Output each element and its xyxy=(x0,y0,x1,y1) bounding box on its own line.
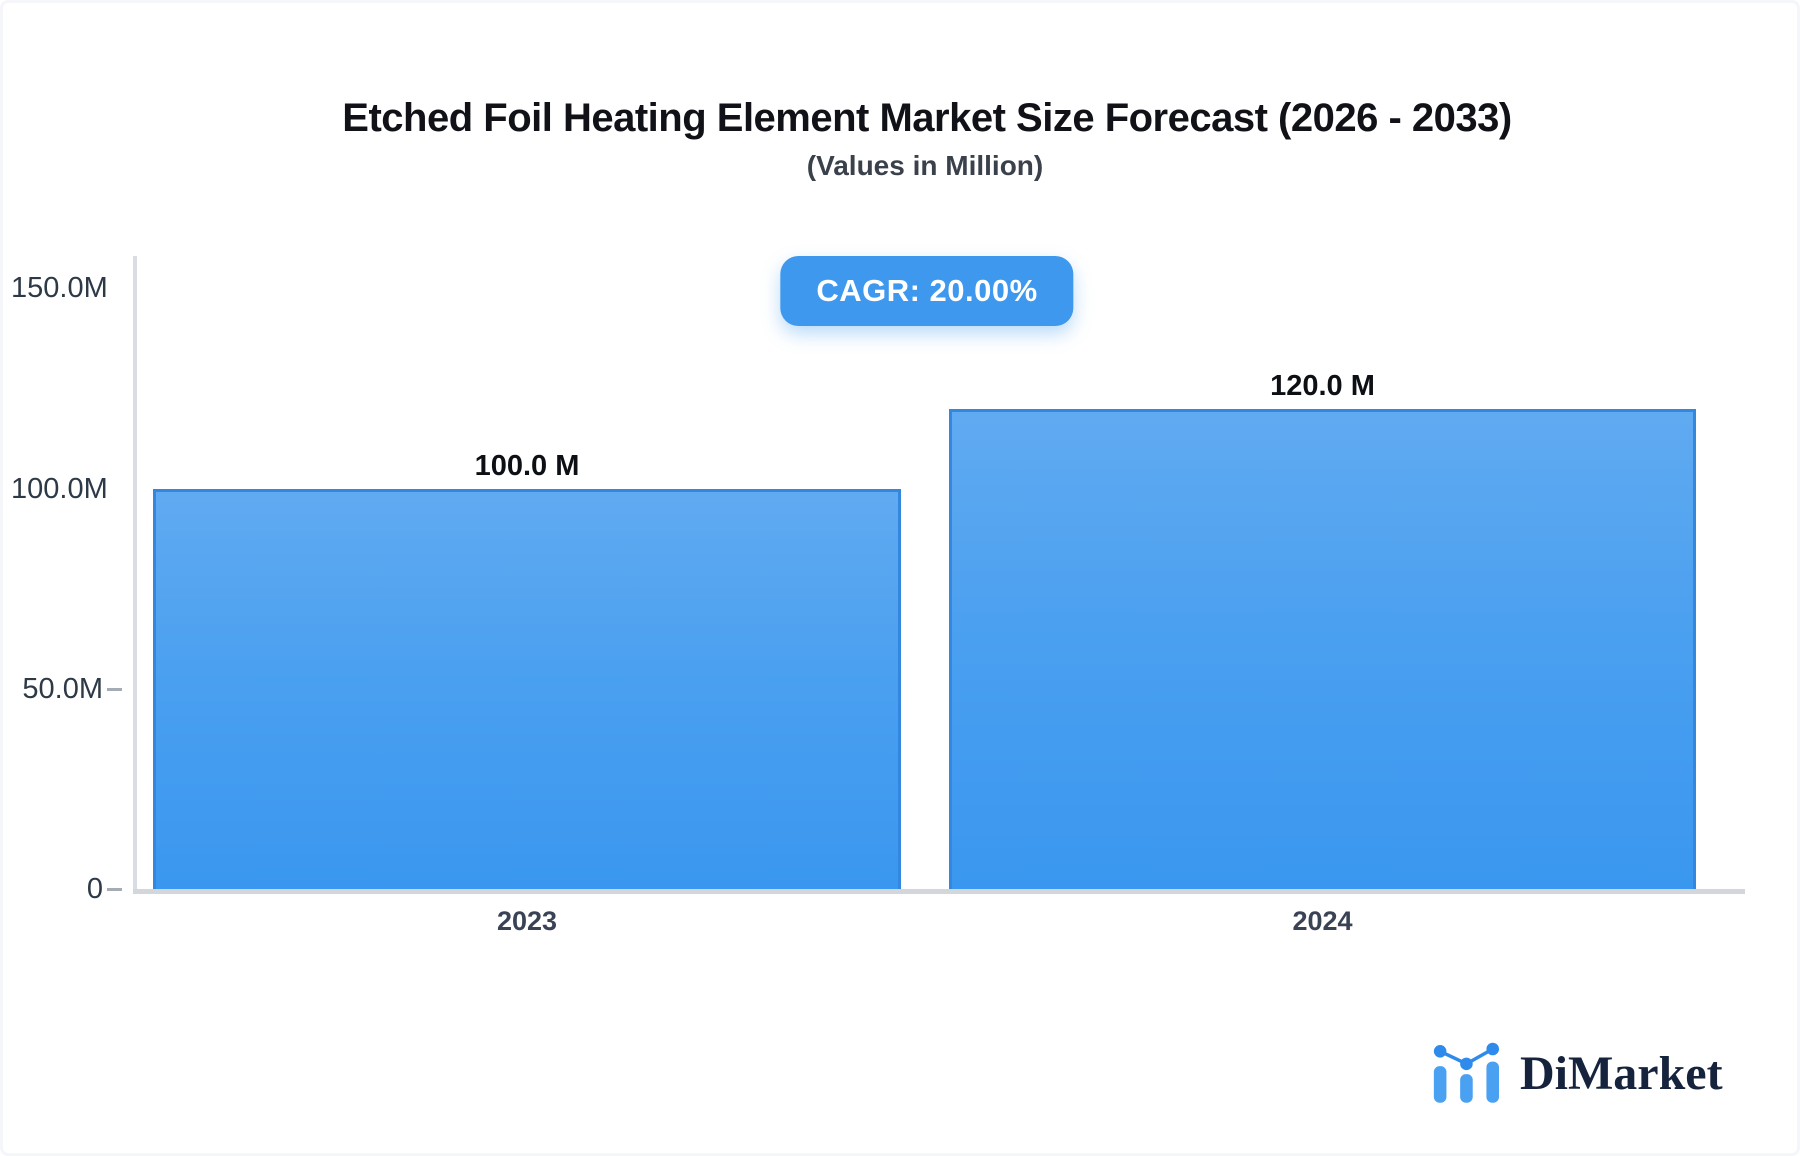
chart-title: Etched Foil Heating Element Market Size … xyxy=(342,96,1512,140)
dimarket-logo: DiMarket xyxy=(1428,1041,1723,1105)
x-axis-line xyxy=(133,889,1745,894)
y-axis-tick-label-150: 150.0M xyxy=(11,272,108,304)
bar-2023[interactable]: 100.0 M xyxy=(153,450,901,889)
bar-value-label-2024: 120.0 M xyxy=(1270,370,1375,402)
plot-area: 100.0 M 120.0 M xyxy=(134,289,1745,889)
y-axis-tick-mark-50 xyxy=(107,688,122,691)
bar-2024[interactable]: 120.0 M xyxy=(949,370,1696,889)
y-axis-tick-mark-0 xyxy=(107,888,122,891)
cagr-badge: CAGR: 20.00% xyxy=(780,256,1074,326)
y-axis-tick-label-100: 100.0M xyxy=(11,473,108,505)
x-axis-label-2023: 2023 xyxy=(496,906,558,936)
logo-wordmark: DiMarket xyxy=(1520,1046,1723,1100)
y-axis-tick-label-50: 50.0M xyxy=(22,673,103,705)
y-axis-tick-label-0: 0 xyxy=(86,873,103,905)
bar-value-label-2023: 100.0 M xyxy=(474,450,580,482)
x-axis-label-2024: 2024 xyxy=(1292,906,1353,936)
bar-line-chart-icon xyxy=(1433,1042,1499,1103)
y-axis-line xyxy=(133,256,137,891)
chart-subtitle: (Values in Million) xyxy=(806,150,1044,181)
